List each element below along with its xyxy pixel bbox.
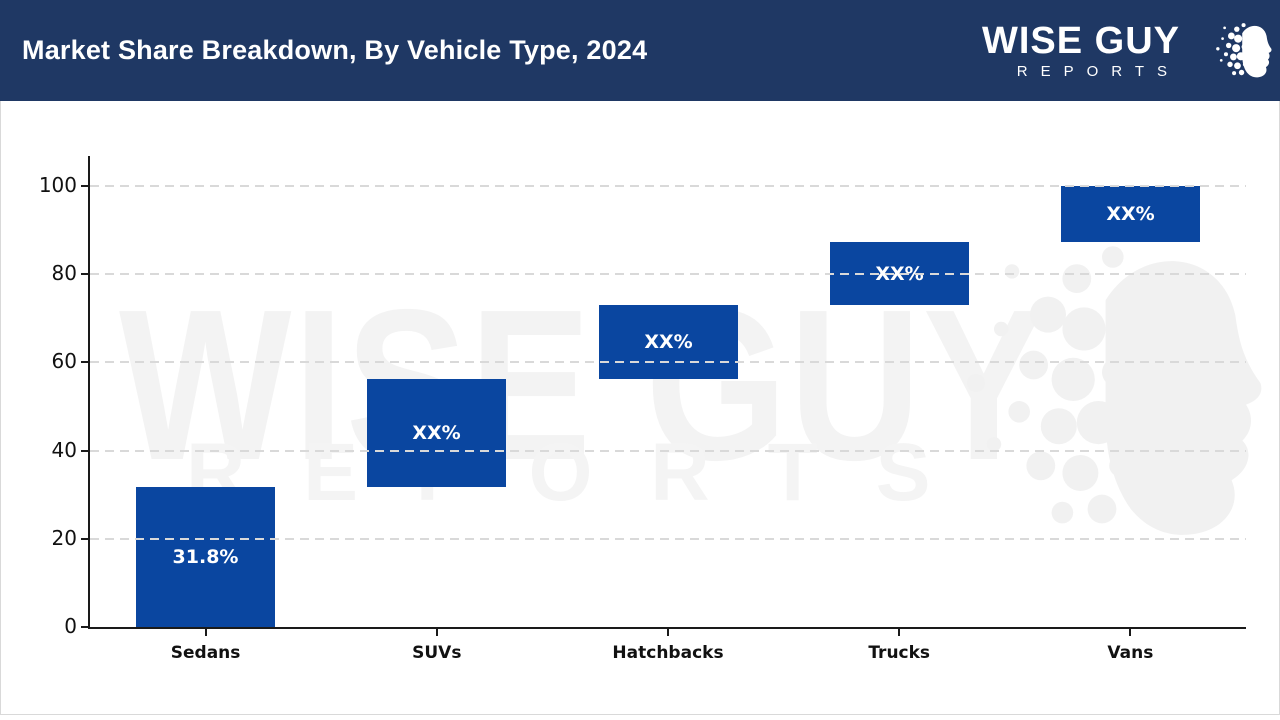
- bar-sedans: 31.8%: [136, 486, 275, 627]
- x-axis-category-label: SUVs: [412, 643, 462, 663]
- bar-hatchbacks: XX%: [599, 305, 738, 380]
- y-axis-tick: [81, 185, 89, 187]
- x-axis-category-label: Vans: [1107, 643, 1154, 663]
- page-title: Market Share Breakdown, By Vehicle Type,…: [22, 35, 648, 65]
- brand-name: WISE GUY: [981, 19, 1180, 62]
- gridline: [90, 361, 1246, 364]
- y-axis-tick: [81, 537, 89, 540]
- bar-vans: XX%: [1061, 186, 1200, 243]
- y-axis-tick: [81, 626, 89, 628]
- y-axis-tick-label: 0: [64, 614, 77, 638]
- waterfall-chart: 0 20 40 60 80 100 31.8% Sedans XX% SUVs XX% Hatchba…: [1, 101, 1279, 714]
- x-axis-category-label: Hatchbacks: [612, 643, 724, 663]
- y-axis-tick-label: 80: [51, 261, 77, 286]
- dot-head-icon: [1216, 23, 1272, 78]
- x-axis-line: [88, 627, 1246, 629]
- bar-value-label: XX%: [1106, 203, 1155, 226]
- y-axis-tick: [81, 273, 89, 276]
- bar-suvs: XX%: [367, 379, 506, 487]
- y-axis-tick-label: 20: [51, 525, 77, 550]
- x-axis-category-label: Trucks: [868, 643, 931, 663]
- x-axis-tick: [435, 629, 438, 636]
- y-axis-tick-label: 40: [51, 437, 77, 462]
- gridline: [90, 537, 1246, 540]
- brand-logo: WISE GUY REPORTS: [982, 0, 1272, 101]
- bar-value-label: 31.8%: [172, 545, 239, 568]
- brand-logo-text: WISE GUY REPORTS: [982, 22, 1180, 80]
- brand-subname: REPORTS: [1016, 62, 1180, 80]
- bar-value-label: XX%: [412, 421, 461, 444]
- y-axis-tick-label: 100: [38, 173, 77, 197]
- y-axis-tick-label: 60: [51, 349, 77, 374]
- gridline: [90, 185, 1246, 187]
- bar-value-label: XX%: [644, 331, 693, 354]
- chart-area: WISE GUY REPORTS 0 20 40 60 80 100 31.8% Sedans…: [0, 101, 1280, 714]
- x-axis-tick: [204, 629, 207, 636]
- x-axis-category-label: Sedans: [170, 643, 241, 663]
- x-axis-tick: [1129, 629, 1132, 636]
- header: Market Share Breakdown, By Vehicle Type,…: [0, 0, 1280, 101]
- gridline: [90, 273, 1246, 276]
- y-axis-tick: [81, 449, 89, 452]
- bottom-border: [0, 714, 1280, 715]
- x-axis-tick: [667, 629, 669, 636]
- gridline: [90, 449, 1246, 452]
- y-axis-line: [88, 156, 90, 629]
- y-axis-tick: [81, 361, 89, 364]
- x-axis-tick: [898, 629, 901, 636]
